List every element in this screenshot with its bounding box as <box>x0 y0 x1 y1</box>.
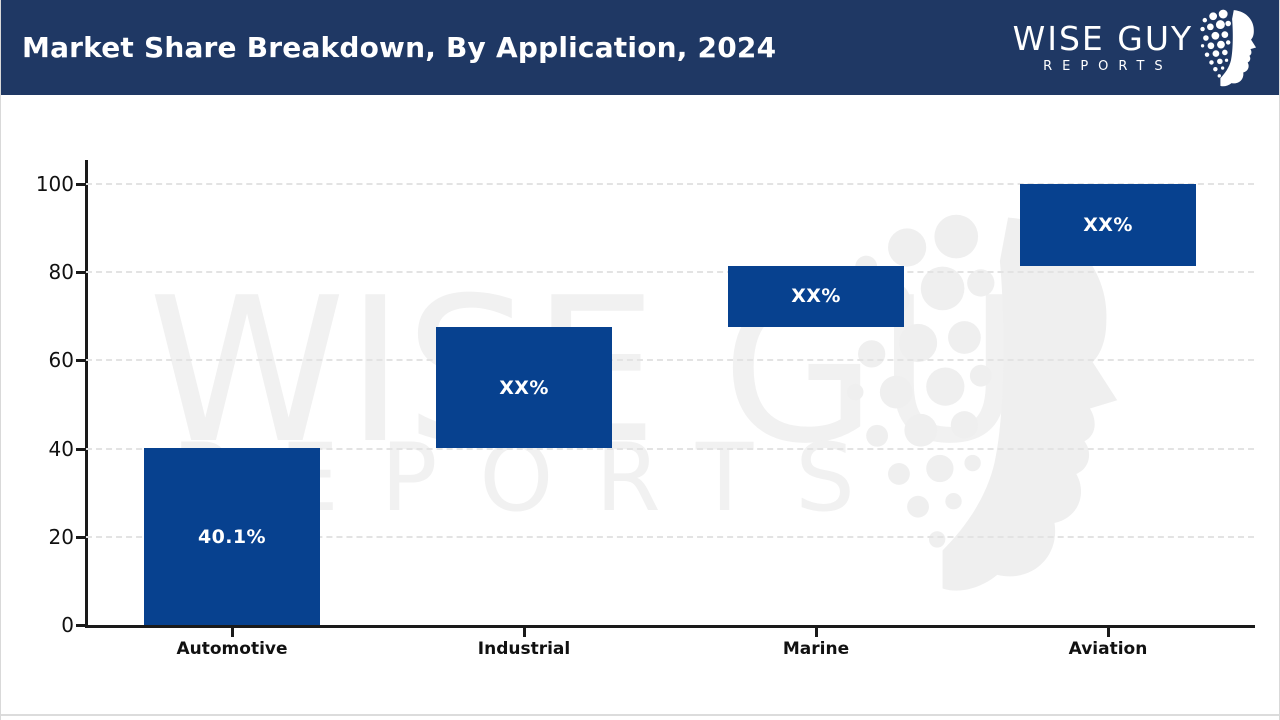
y-tick <box>76 535 86 539</box>
y-tick <box>76 624 86 627</box>
page-title: Market Share Breakdown, By Application, … <box>22 31 777 64</box>
category-label-aviation: Aviation <box>1068 639 1148 659</box>
gridline <box>86 447 1254 450</box>
x-tick <box>522 628 526 637</box>
gridline <box>86 359 1254 362</box>
dotted-head-icon <box>1197 9 1264 87</box>
bar-value-label: 40.1% <box>198 525 266 548</box>
y-tick-label: 0 <box>61 613 74 637</box>
y-tick <box>76 447 86 451</box>
bar-value-label: XX% <box>791 285 841 308</box>
header-bar: Market Share Breakdown, By Application, … <box>0 0 1280 95</box>
x-tick <box>814 628 818 637</box>
bar-industrial: XX% <box>436 326 612 449</box>
wise-guy-reports-logo: WISE GUY REPORTS <box>1013 7 1264 89</box>
gridline <box>86 535 1254 538</box>
y-tick-label: 100 <box>35 172 74 196</box>
logo-text: WISE GUY REPORTS <box>1013 22 1194 74</box>
page-border-left <box>0 0 1 720</box>
category-label-marine: Marine <box>782 639 850 659</box>
bottom-divider <box>0 714 1280 716</box>
bar-automotive: 40.1% <box>144 448 320 625</box>
x-axis-line <box>85 625 1255 628</box>
y-tick-label: 60 <box>48 348 74 373</box>
bar-value-label: XX% <box>499 376 549 399</box>
y-axis-line <box>85 160 88 628</box>
category-label-automotive: Automotive <box>176 639 288 659</box>
bar-value-label: XX% <box>1083 213 1133 236</box>
y-tick-label: 20 <box>48 524 74 549</box>
gridline <box>86 271 1254 274</box>
y-tick <box>76 359 86 363</box>
y-tick-label: 80 <box>48 260 74 285</box>
y-tick <box>76 183 86 186</box>
logo-subtitle: REPORTS <box>1043 58 1173 74</box>
y-tick <box>76 271 86 275</box>
gridline <box>86 183 1254 185</box>
bar-aviation: XX% <box>1020 184 1196 266</box>
y-tick-label: 40 <box>48 436 74 461</box>
bar-marine: XX% <box>728 265 904 327</box>
logo-wordmark: WISE GUY <box>1012 19 1194 59</box>
x-tick <box>230 628 234 637</box>
x-tick <box>1106 628 1110 637</box>
category-label-industrial: Industrial <box>477 639 571 659</box>
